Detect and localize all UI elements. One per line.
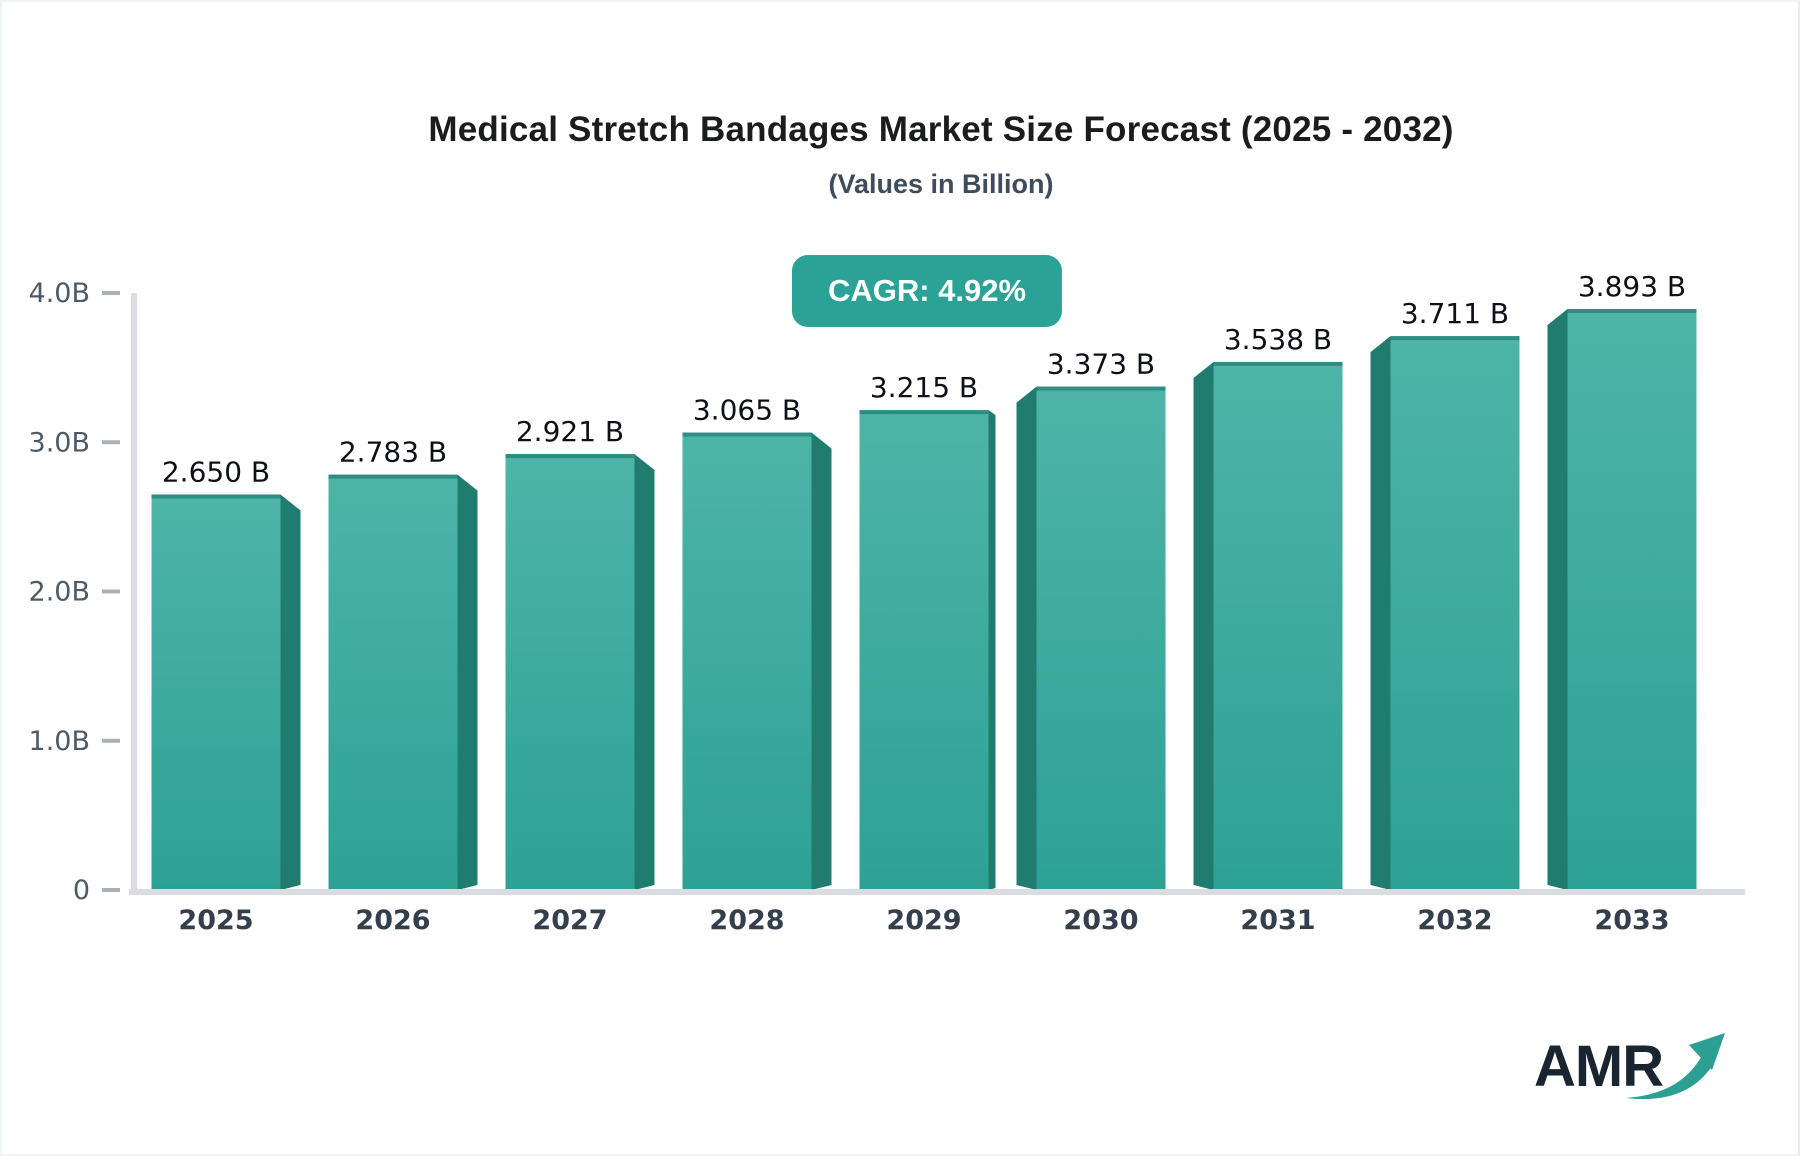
bar-top-edge: [1213, 361, 1343, 366]
bar-side-face: [1193, 361, 1214, 890]
y-axis-label: 3.0B: [29, 427, 90, 458]
bar-side-face: [1016, 386, 1037, 890]
y-axis-tick: [102, 888, 120, 892]
x-axis-label: 2031: [1240, 905, 1315, 936]
bar-front-face: [1036, 386, 1166, 890]
y-axis-label: 2.0B: [29, 577, 90, 608]
x-axis-label: 2029: [886, 905, 961, 936]
x-axis-label: 2026: [355, 905, 430, 936]
y-axis-tick: [102, 291, 120, 295]
bar-side-face: [1547, 308, 1568, 891]
bar-top-edge: [328, 474, 458, 479]
bar-top-edge: [859, 410, 989, 415]
bar-side-face: [811, 432, 832, 890]
bar-2026: 2.783 B 2026: [328, 436, 478, 936]
bar-value-label: 3.711 B: [1401, 297, 1509, 330]
bar-top-edge: [1567, 308, 1697, 313]
y-axis-label: 1.0B: [29, 726, 90, 757]
bar-top-edge: [1036, 386, 1166, 391]
bar-2025: 2.650 B 2025: [151, 455, 301, 936]
bar-2030: 3.373 B 2030: [1016, 348, 1166, 936]
y-axis-tick: [102, 738, 120, 743]
bar-2033: 3.893 B 2033: [1547, 270, 1697, 936]
bar-value-label: 3.538 B: [1224, 323, 1332, 356]
x-axis-label: 2030: [1063, 905, 1138, 936]
bar-front-face: [505, 454, 635, 890]
bar-2032: 3.711 B 2032: [1370, 297, 1520, 936]
bar-side-face: [1370, 336, 1391, 890]
bar-side-face: [457, 474, 478, 890]
bar-value-label: 3.373 B: [1047, 348, 1155, 381]
bar-top-edge: [505, 454, 635, 459]
bar-value-label: 3.215 B: [870, 371, 978, 404]
x-axis-label: 2027: [532, 905, 607, 936]
y-axis-tick: [102, 440, 120, 445]
bar-2029: 3.215 B 2029: [859, 371, 996, 936]
bar-front-face: [1567, 308, 1697, 891]
x-axis-label: 2033: [1594, 905, 1669, 936]
bar-2031: 3.538 B 2031: [1193, 323, 1343, 936]
x-axis-label: 2032: [1417, 905, 1492, 936]
bar-front-face: [1390, 336, 1520, 890]
bar-front-face: [859, 410, 989, 890]
bar-side-face: [280, 494, 301, 890]
y-axis-line: [131, 293, 137, 892]
y-axis-label: 0: [73, 875, 90, 906]
logo-amr: AMR: [1522, 1017, 1752, 1127]
bar-value-label: 3.065 B: [693, 394, 801, 427]
cagr-badge: CAGR: 4.92%: [791, 255, 1063, 327]
bar-value-label: 3.893 B: [1578, 270, 1686, 303]
logo-amr-text: AMR: [1534, 1034, 1664, 1099]
bar-front-face: [1213, 361, 1343, 890]
bar-front-face: [328, 474, 458, 890]
y-axis-label: 4.0B: [29, 278, 90, 309]
bar-front-face: [682, 432, 812, 890]
bar-side-face: [988, 410, 996, 890]
bar-top-edge: [682, 432, 812, 437]
bar-2027: 2.921 B 2027: [505, 415, 655, 936]
bar-side-face: [634, 454, 655, 890]
bar-front-face: [151, 494, 281, 890]
bar-top-edge: [151, 494, 281, 499]
y-axis-tick: [102, 589, 120, 594]
bar-value-label: 2.783 B: [339, 436, 447, 469]
bar-2028: 3.065 B 2028: [682, 394, 832, 936]
bar-value-label: 2.921 B: [516, 415, 624, 448]
x-axis-label: 2028: [709, 905, 784, 936]
page-title: Medical Stretch Bandages Market Size For…: [428, 110, 1454, 149]
bar-value-label: 2.650 B: [162, 455, 270, 488]
page-subtitle: (Values in Billion): [828, 169, 1054, 199]
growth-arrow-icon: [1626, 1033, 1725, 1100]
bar-top-edge: [1390, 336, 1520, 341]
x-axis-line: [129, 889, 1745, 895]
x-axis-label: 2025: [178, 905, 253, 936]
